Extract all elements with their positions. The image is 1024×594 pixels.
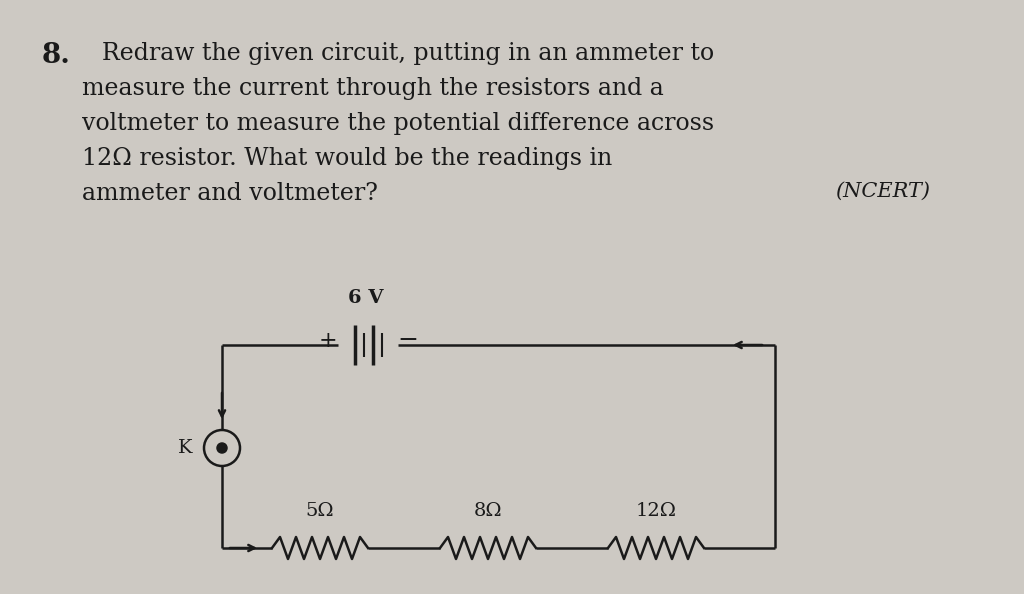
Text: ammeter and voltmeter?: ammeter and voltmeter? <box>82 182 378 205</box>
Text: (NCERT): (NCERT) <box>835 182 930 201</box>
Text: 8.: 8. <box>42 42 71 69</box>
Text: 12Ω resistor. What would be the readings in: 12Ω resistor. What would be the readings… <box>82 147 612 170</box>
Text: 8Ω: 8Ω <box>474 502 503 520</box>
Text: 12Ω: 12Ω <box>636 502 677 520</box>
Text: K: K <box>177 439 193 457</box>
Text: measure the current through the resistors and a: measure the current through the resistor… <box>82 77 664 100</box>
Text: Redraw the given circuit, putting in an ammeter to: Redraw the given circuit, putting in an … <box>102 42 714 65</box>
Text: −: − <box>397 330 419 352</box>
Text: voltmeter to measure the potential difference across: voltmeter to measure the potential diffe… <box>82 112 714 135</box>
Text: 6 V: 6 V <box>348 289 384 307</box>
Text: +: + <box>318 330 337 352</box>
Text: 5Ω: 5Ω <box>306 502 334 520</box>
Circle shape <box>217 443 227 453</box>
